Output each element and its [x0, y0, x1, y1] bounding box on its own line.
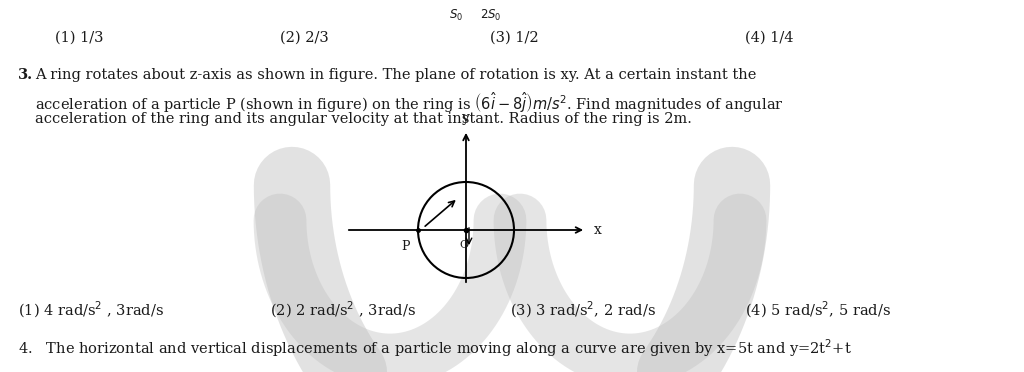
Text: (4) 5 rad/s$^2$, 5 rad/s: (4) 5 rad/s$^2$, 5 rad/s: [745, 300, 891, 320]
Text: O: O: [460, 240, 469, 250]
Text: (4) 1/4: (4) 1/4: [745, 31, 794, 45]
Text: (1) 4 rad/s$^2$ , 3rad/s: (1) 4 rad/s$^2$ , 3rad/s: [18, 300, 164, 320]
Text: P: P: [401, 240, 410, 253]
Text: $S_0$: $S_0$: [449, 8, 463, 23]
Text: acceleration of a particle P (shown in figure) on the ring is $\left(6\hat{i}-8\: acceleration of a particle P (shown in f…: [35, 90, 783, 115]
Text: (2) 2/3: (2) 2/3: [280, 31, 329, 45]
Text: acceleration of the ring and its angular velocity at that instant. Radius of the: acceleration of the ring and its angular…: [35, 112, 692, 126]
Text: A ring rotates about z-axis as shown in figure. The plane of rotation is xy. At : A ring rotates about z-axis as shown in …: [35, 68, 757, 82]
Text: (2) 2 rad/s$^2$ , 3rad/s: (2) 2 rad/s$^2$ , 3rad/s: [270, 300, 416, 320]
Text: 4.   The horizontal and vertical displacements of a particle moving along a curv: 4. The horizontal and vertical displacem…: [18, 337, 852, 359]
Text: 3.: 3.: [18, 68, 33, 82]
Text: (1) 1/3: (1) 1/3: [55, 31, 103, 45]
Text: x: x: [594, 223, 602, 237]
Text: y: y: [462, 111, 470, 125]
Text: $2S_0$: $2S_0$: [480, 8, 502, 23]
Text: (3) 1/2: (3) 1/2: [490, 31, 539, 45]
Text: (3) 3 rad/s$^2$, 2 rad/s: (3) 3 rad/s$^2$, 2 rad/s: [510, 300, 656, 320]
